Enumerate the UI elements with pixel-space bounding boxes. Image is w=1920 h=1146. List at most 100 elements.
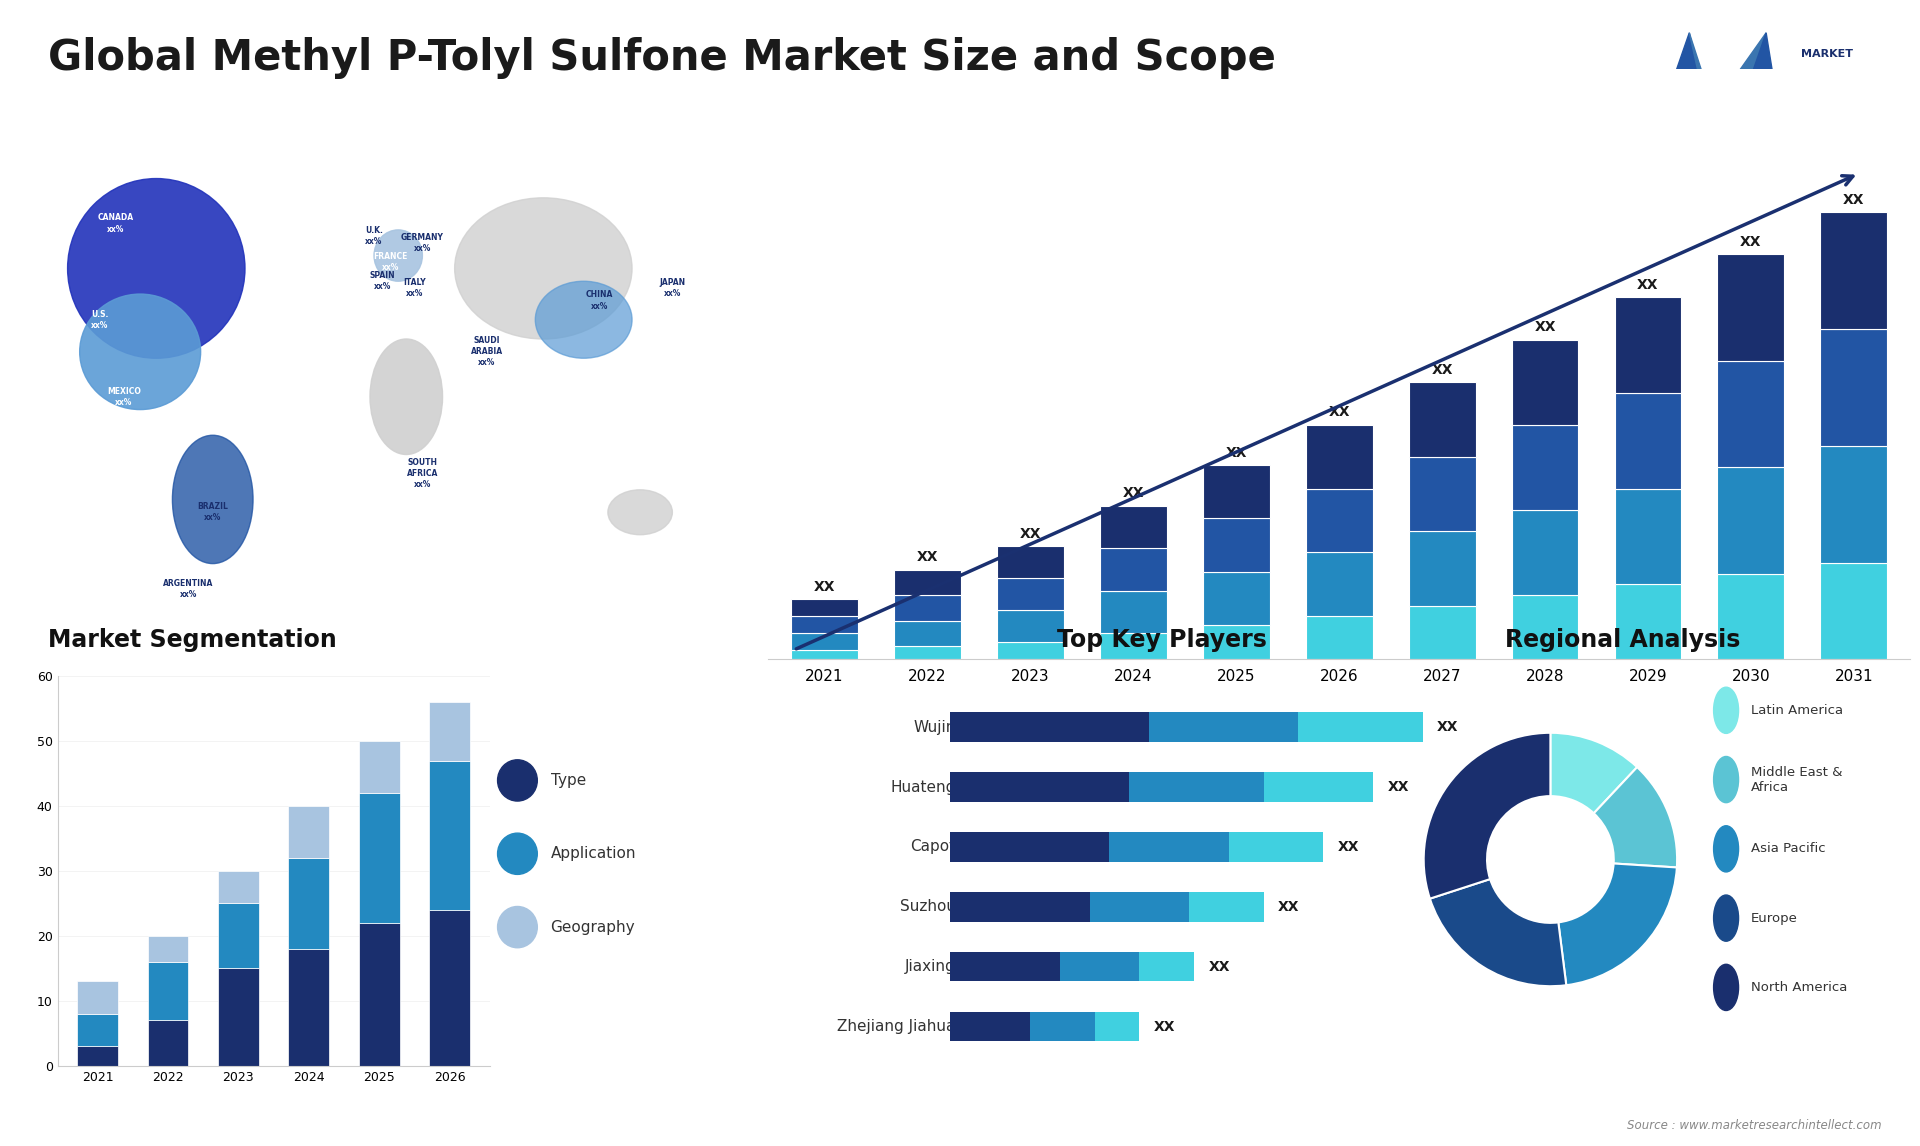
Text: SPAIN
xx%: SPAIN xx%: [369, 272, 396, 291]
Circle shape: [497, 906, 538, 948]
Bar: [1306, 552, 1373, 617]
Bar: [77, 1046, 117, 1066]
Text: Source : www.marketresearchintellect.com: Source : www.marketresearchintellect.com: [1626, 1120, 1882, 1132]
Bar: [950, 952, 1060, 981]
Text: XX: XX: [1436, 720, 1459, 735]
Text: U.K.
xx%: U.K. xx%: [365, 226, 382, 246]
Text: Global Methyl P-Tolyl Sulfone Market Size and Scope: Global Methyl P-Tolyl Sulfone Market Siz…: [48, 37, 1277, 79]
Bar: [1188, 893, 1263, 921]
Bar: [791, 599, 858, 617]
Bar: [1100, 548, 1167, 591]
Bar: [1139, 952, 1194, 981]
Text: Zhejiang Jiahua: Zhejiang Jiahua: [837, 1019, 956, 1035]
Text: Top Key Players: Top Key Players: [1056, 628, 1267, 652]
Bar: [1202, 518, 1269, 572]
Text: CANADA
xx%: CANADA xx%: [98, 213, 134, 234]
Wedge shape: [1594, 767, 1676, 868]
Ellipse shape: [455, 198, 632, 339]
Bar: [359, 793, 399, 923]
Text: XX: XX: [1388, 780, 1409, 794]
Text: U.S.
xx%: U.S. xx%: [90, 309, 109, 330]
Bar: [996, 642, 1064, 659]
Text: Latin America: Latin America: [1751, 704, 1843, 716]
Text: Asia Pacific: Asia Pacific: [1751, 842, 1826, 855]
Wedge shape: [1549, 732, 1638, 814]
Bar: [1409, 532, 1476, 606]
Text: Type: Type: [551, 772, 586, 788]
Bar: [791, 634, 858, 651]
Text: Capot: Capot: [910, 840, 956, 855]
Bar: [950, 772, 1129, 802]
Bar: [895, 621, 962, 646]
Ellipse shape: [374, 230, 422, 281]
Ellipse shape: [67, 179, 246, 359]
Bar: [1060, 952, 1139, 981]
Bar: [148, 1020, 188, 1066]
Bar: [1615, 297, 1682, 393]
Bar: [1820, 563, 1887, 659]
Bar: [219, 968, 259, 1066]
Bar: [1409, 606, 1476, 659]
Text: Europe: Europe: [1751, 911, 1797, 925]
Bar: [288, 949, 328, 1066]
Text: INDIA
xx%: INDIA xx%: [540, 361, 564, 382]
Bar: [1716, 254, 1784, 361]
Bar: [1716, 361, 1784, 468]
Bar: [219, 871, 259, 903]
Text: Regional Analysis: Regional Analysis: [1505, 628, 1740, 652]
Wedge shape: [1559, 863, 1676, 986]
Bar: [1150, 713, 1298, 741]
Text: XX: XX: [1338, 840, 1359, 854]
Bar: [148, 936, 188, 961]
Bar: [996, 547, 1064, 578]
Bar: [430, 702, 470, 761]
Bar: [1202, 572, 1269, 625]
Text: North America: North America: [1751, 981, 1847, 994]
Text: FRANCE
xx%: FRANCE xx%: [372, 252, 407, 272]
Bar: [219, 903, 259, 968]
Polygon shape: [1709, 33, 1766, 148]
Bar: [430, 910, 470, 1066]
Bar: [359, 741, 399, 793]
Wedge shape: [1430, 879, 1567, 987]
Text: XX: XX: [1123, 486, 1144, 501]
Bar: [950, 713, 1150, 741]
Bar: [1615, 393, 1682, 488]
Circle shape: [1715, 826, 1740, 872]
Text: XX: XX: [1225, 446, 1246, 460]
Text: CHINA
xx%: CHINA xx%: [586, 290, 614, 311]
Bar: [1820, 446, 1887, 563]
Bar: [1094, 1012, 1139, 1042]
Bar: [791, 651, 858, 659]
Text: GERMANY
xx%: GERMANY xx%: [401, 233, 444, 253]
Text: XX: XX: [1329, 406, 1350, 419]
Bar: [1409, 382, 1476, 457]
Bar: [1029, 1012, 1094, 1042]
Circle shape: [497, 833, 538, 874]
Bar: [430, 761, 470, 910]
Bar: [895, 595, 962, 621]
Text: XX: XX: [1843, 193, 1864, 206]
Bar: [1820, 212, 1887, 329]
Text: RESEARCH: RESEARCH: [1801, 81, 1866, 92]
Text: SOUTH
AFRICA
xx%: SOUTH AFRICA xx%: [407, 458, 438, 489]
Text: XX: XX: [814, 580, 835, 594]
Text: Application: Application: [551, 846, 636, 862]
Bar: [77, 981, 117, 1014]
Polygon shape: [1690, 33, 1726, 148]
Text: XX: XX: [1020, 527, 1041, 541]
Bar: [1202, 465, 1269, 518]
Text: SAUDI
ARABIA
xx%: SAUDI ARABIA xx%: [470, 336, 503, 368]
Bar: [791, 617, 858, 634]
Bar: [1100, 634, 1167, 659]
Bar: [1511, 510, 1578, 595]
Bar: [950, 832, 1110, 862]
Text: Suzhou: Suzhou: [900, 900, 956, 915]
Bar: [288, 858, 328, 949]
Bar: [1202, 625, 1269, 659]
Bar: [359, 923, 399, 1066]
Bar: [1306, 425, 1373, 488]
Ellipse shape: [81, 295, 200, 409]
Text: Middle East &
Africa: Middle East & Africa: [1751, 766, 1843, 793]
Bar: [895, 570, 962, 595]
